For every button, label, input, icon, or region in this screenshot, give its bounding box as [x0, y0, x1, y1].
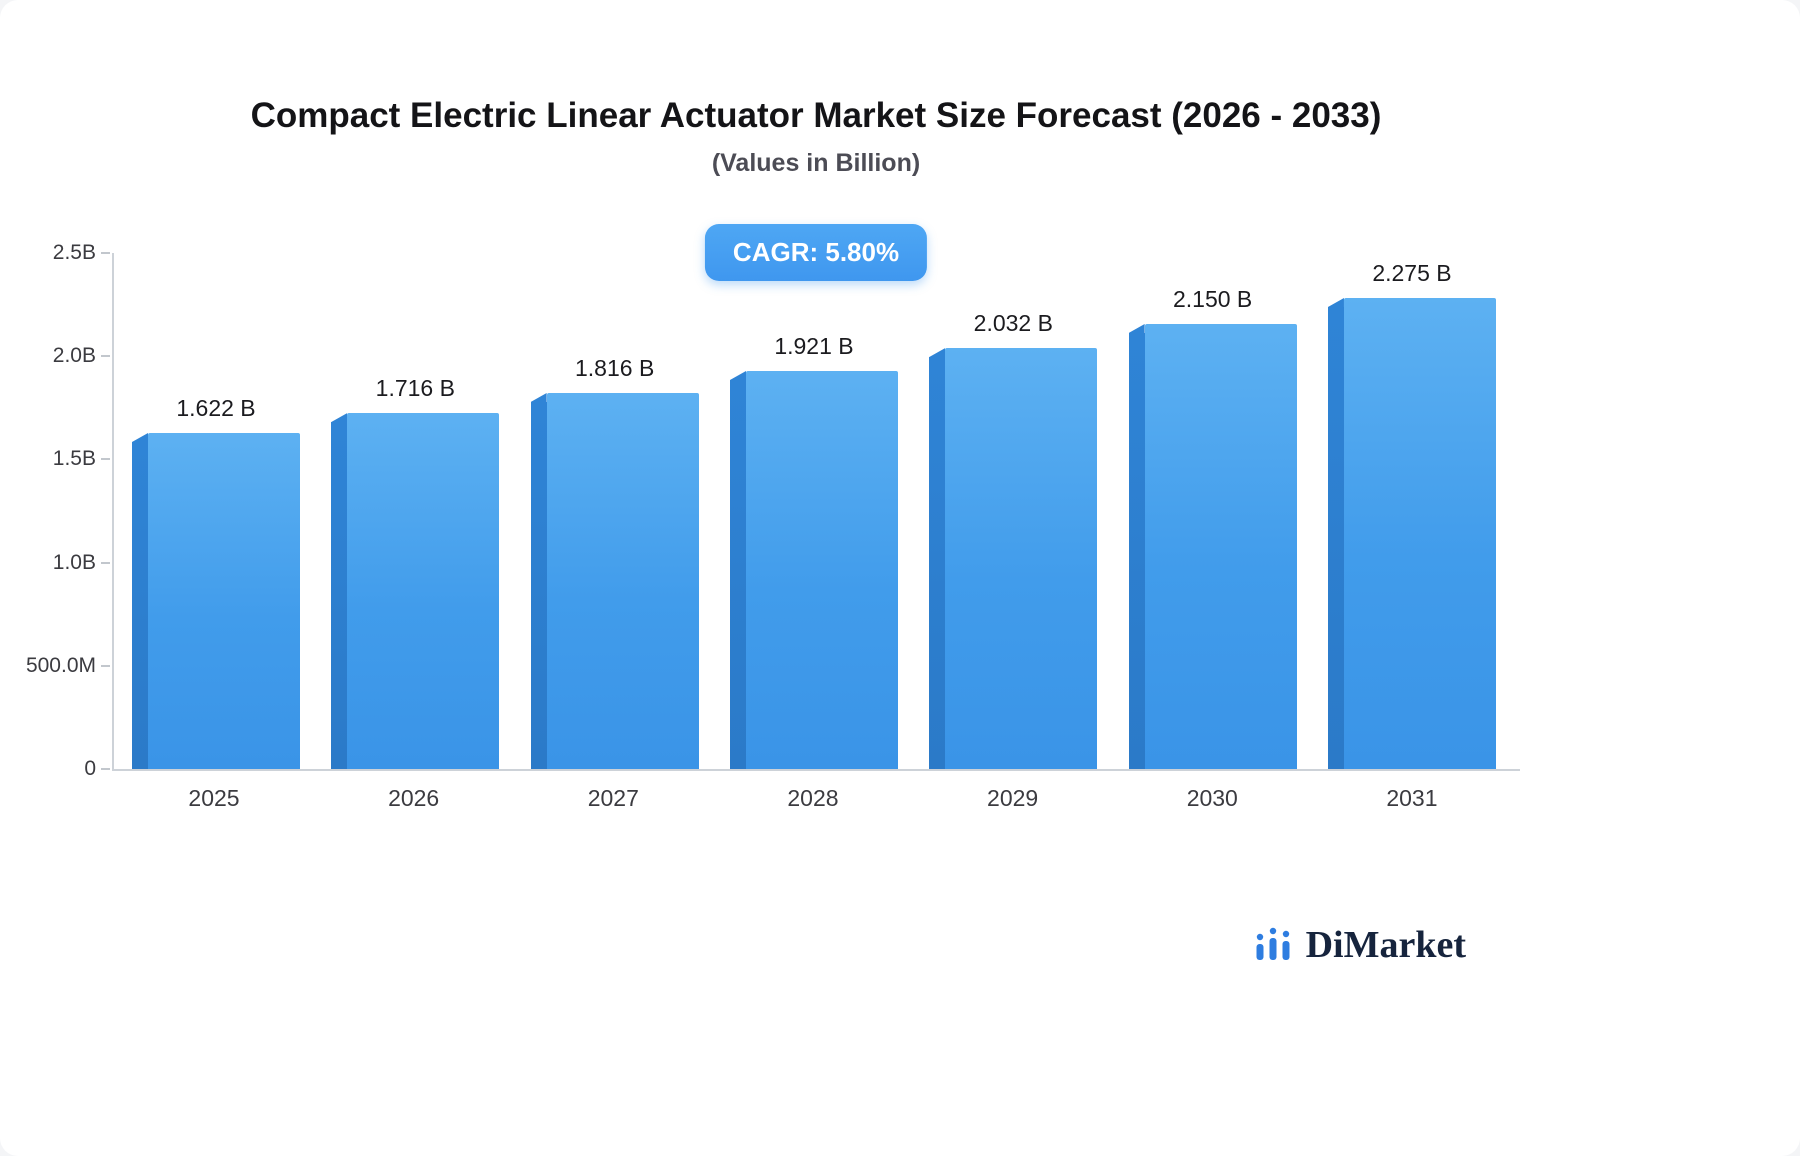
x-axis-label-2030: 2030 [1186, 785, 1238, 811]
bar-slot: 1.816 B [530, 253, 699, 769]
y-tick-mark [101, 664, 110, 667]
bar-edge-top [1327, 298, 1344, 307]
bars-row: 1.622 B 1.716 B 1.816 B 1.921 B 2.032 B 2.150… [114, 253, 1520, 769]
y-tick-mark [101, 252, 110, 254]
bar-value-label: 2.032 B [973, 310, 1053, 336]
bar-edge-top [729, 371, 746, 380]
y-tick-mark [101, 561, 110, 564]
bar-2026 [331, 413, 500, 769]
x-axis-label-2029: 2029 [987, 785, 1039, 811]
plot-area: 1.622 B 1.716 B 1.816 B 1.921 B 2.032 B 2.150… [26, 241, 1520, 780]
bar-value-label: 2.150 B [1172, 286, 1253, 312]
bar-face [945, 348, 1098, 769]
y-tick-label: 1.0B [52, 550, 96, 574]
bar-edge [132, 442, 148, 769]
y-tick-mark [101, 768, 110, 770]
y-tick-label: 2.5B [52, 241, 96, 264]
bar-chart-logo-icon [1256, 927, 1290, 960]
chart-title: Compact Electric Linear Actuator Market … [250, 96, 1382, 135]
bar-2025 [132, 433, 300, 769]
bar-edge-top [132, 433, 148, 442]
bar-face [1343, 298, 1496, 769]
chart-subtitle: (Values in Billion) [711, 149, 921, 177]
bar-value-label: 1.921 B [774, 333, 854, 359]
bar-edge [729, 380, 746, 769]
y-tick-mark [101, 355, 110, 358]
bar-2031 [1327, 298, 1496, 769]
bar-edge-top [1128, 324, 1145, 333]
bar-slot: 2.150 B [1128, 253, 1297, 769]
y-tick-label: 1.5B [52, 447, 96, 471]
bar-face [347, 413, 500, 769]
bar-edge [929, 357, 946, 769]
bar-slot: 2.275 B [1327, 253, 1496, 769]
bar-face [148, 433, 300, 769]
bar-2027 [530, 393, 699, 769]
bar-slot: 1.716 B [331, 253, 500, 769]
bar-value-label: 2.275 B [1372, 260, 1452, 286]
bar-slot: 1.921 B [729, 253, 898, 769]
cagr-badge: CAGR: 5.80% [704, 224, 928, 281]
x-axis-label-2028: 2028 [787, 785, 839, 811]
x-axis-label-2027: 2027 [587, 785, 639, 811]
y-tick-label: 0 [84, 757, 96, 780]
x-axis-labels: 2025 2026 2027 2028 2029 2030 2031 [112, 785, 1520, 812]
bar-value-label: 1.716 B [375, 375, 455, 401]
y-tick-mark [101, 458, 110, 461]
bar-slot: 1.622 B [132, 253, 300, 769]
bar-face [546, 393, 699, 769]
y-tick-label: 2.0B [52, 344, 96, 368]
brand-logo: DiMarket [1252, 920, 1466, 964]
bar-value-label: 1.816 B [575, 355, 655, 381]
x-axis-label-2031: 2031 [1386, 785, 1438, 811]
bar-2028 [729, 371, 898, 769]
bar-edge [1128, 333, 1145, 769]
bar-2029 [929, 348, 1098, 769]
bar-edge [530, 402, 547, 769]
bar-edge-top [530, 393, 547, 402]
bar-edge-top [331, 413, 348, 422]
bar-face [1144, 324, 1297, 769]
bar-2030 [1128, 324, 1297, 769]
x-axis-label-2026: 2026 [388, 785, 440, 811]
bar-edge [1327, 307, 1344, 769]
y-tick-label: 500.0M [25, 653, 96, 677]
x-axis-label-2025: 2025 [188, 785, 240, 811]
bar-edge-top [929, 348, 946, 357]
bar-edge [331, 422, 348, 769]
bar-face [745, 371, 898, 769]
bar-slot: 2.032 B [929, 253, 1098, 769]
bar-value-label: 1.622 B [176, 395, 256, 421]
brand-name: DiMarket [1305, 924, 1466, 966]
